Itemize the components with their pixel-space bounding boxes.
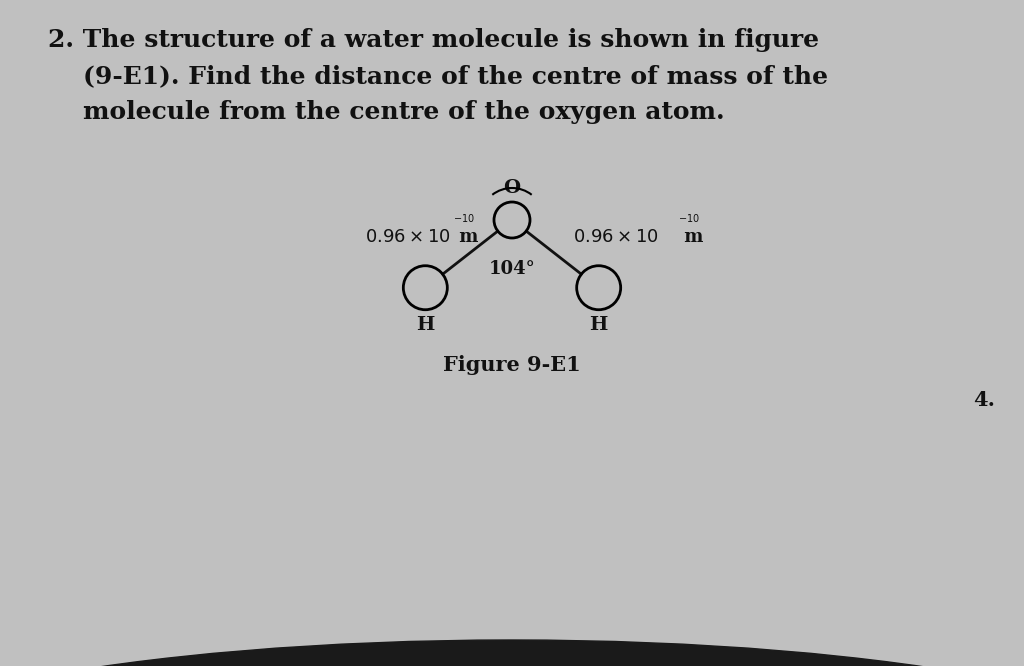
Text: m: m	[453, 228, 478, 246]
Text: m: m	[678, 228, 703, 246]
Text: H: H	[590, 316, 608, 334]
Text: $^{-10}$: $^{-10}$	[453, 214, 474, 228]
Text: 104°: 104°	[488, 260, 536, 278]
Text: 4.: 4.	[973, 390, 995, 410]
Text: $0.96\times10$: $0.96\times10$	[365, 228, 451, 246]
Text: H: H	[416, 316, 434, 334]
Text: Figure 9-E1: Figure 9-E1	[443, 355, 581, 375]
Text: O: O	[504, 179, 520, 197]
Text: (9-E1). Find the distance of the centre of mass of the: (9-E1). Find the distance of the centre …	[48, 64, 828, 88]
Text: $0.96\times10$: $0.96\times10$	[573, 228, 659, 246]
Text: molecule from the centre of the oxygen atom.: molecule from the centre of the oxygen a…	[48, 100, 725, 124]
Ellipse shape	[0, 640, 1024, 666]
Text: 2. The structure of a water molecule is shown in figure: 2. The structure of a water molecule is …	[48, 28, 819, 52]
Text: $^{-10}$: $^{-10}$	[678, 214, 700, 228]
